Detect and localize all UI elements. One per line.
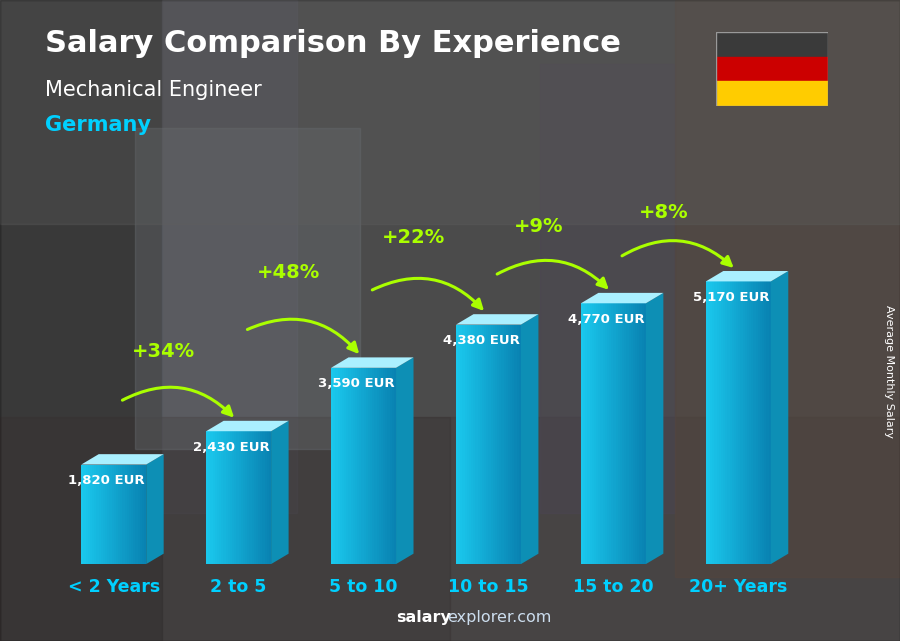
Polygon shape <box>271 420 289 564</box>
Text: 4,770 EUR: 4,770 EUR <box>568 313 644 326</box>
Polygon shape <box>206 420 289 431</box>
Text: +22%: +22% <box>382 228 446 247</box>
Bar <box>450 417 900 641</box>
Polygon shape <box>396 358 413 564</box>
Polygon shape <box>456 314 538 324</box>
Text: Average Monthly Salary: Average Monthly Salary <box>884 305 895 438</box>
Bar <box>716 56 828 81</box>
Polygon shape <box>521 314 538 564</box>
Polygon shape <box>146 454 164 564</box>
Polygon shape <box>331 358 413 368</box>
Polygon shape <box>770 271 788 564</box>
Polygon shape <box>706 271 788 281</box>
Bar <box>162 0 297 513</box>
Text: Germany: Germany <box>45 115 151 135</box>
Bar <box>716 81 828 106</box>
Polygon shape <box>81 454 164 465</box>
Text: 1,820 EUR: 1,820 EUR <box>68 474 145 487</box>
Bar <box>135 128 360 449</box>
Bar <box>0 417 450 641</box>
Text: +34%: +34% <box>132 342 195 361</box>
Text: 2,430 EUR: 2,430 EUR <box>193 440 269 454</box>
Text: 4,380 EUR: 4,380 EUR <box>443 334 519 347</box>
Bar <box>0 0 162 641</box>
Bar <box>716 32 828 56</box>
Text: +9%: +9% <box>514 217 563 237</box>
Polygon shape <box>580 293 663 303</box>
Text: Salary Comparison By Experience: Salary Comparison By Experience <box>45 29 621 58</box>
Text: salary: salary <box>396 610 451 625</box>
Text: 5,170 EUR: 5,170 EUR <box>693 291 770 304</box>
Text: Mechanical Engineer: Mechanical Engineer <box>45 80 262 100</box>
Polygon shape <box>646 293 663 564</box>
Text: 3,590 EUR: 3,590 EUR <box>318 377 394 390</box>
Text: +8%: +8% <box>638 203 689 222</box>
Text: explorer.com: explorer.com <box>447 610 552 625</box>
Text: +48%: +48% <box>257 263 320 282</box>
Bar <box>0 0 900 224</box>
Bar <box>540 64 675 513</box>
Bar <box>675 0 900 577</box>
